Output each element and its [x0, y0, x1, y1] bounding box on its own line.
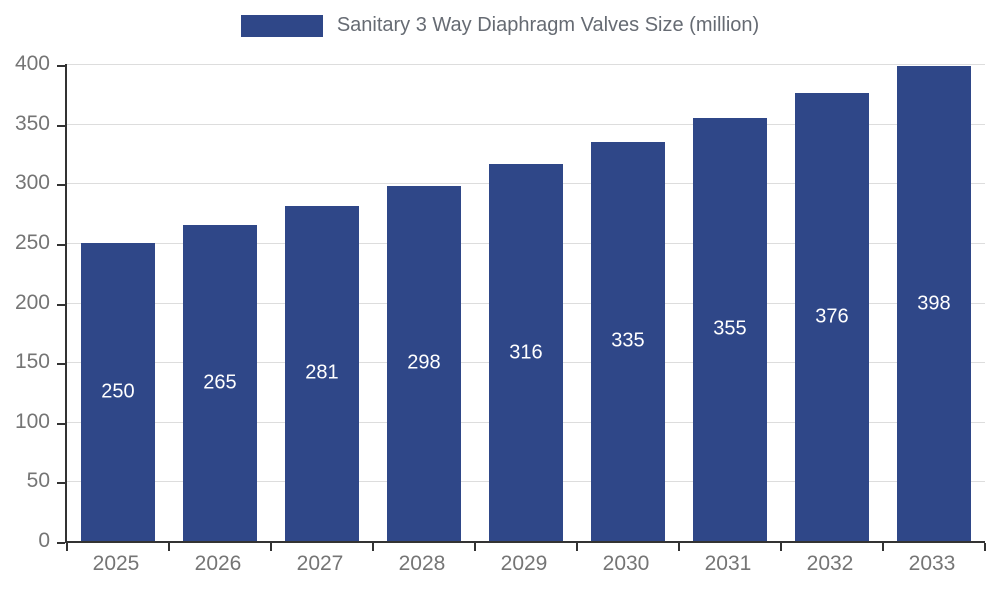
x-tick-mark: [576, 543, 578, 551]
x-tick-label: 2030: [602, 552, 650, 575]
gridline: [67, 123, 985, 125]
y-tick-label: 150: [14, 350, 50, 374]
bar-2029: 316: [489, 164, 563, 541]
bar-2025: 250: [81, 242, 155, 541]
bar-2026: 265: [183, 225, 257, 541]
y-tick-label: 100: [14, 409, 50, 433]
x-tick-label: 2032: [806, 552, 854, 575]
y-tick-label: 300: [14, 171, 50, 195]
y-tick-mark: [57, 303, 65, 306]
bar-value-label: 376: [815, 305, 849, 328]
bar-value-label: 298: [407, 351, 441, 374]
y-tick-label: 250: [14, 230, 50, 254]
bar-2033: 398: [897, 66, 971, 541]
x-tick-mark: [474, 543, 476, 551]
bar-2030: 335: [591, 141, 665, 541]
y-axis: 0 50 100 150 200 250 300 350 400: [0, 52, 50, 552]
bar-2027: 281: [285, 205, 359, 541]
x-tick-label: 2026: [194, 552, 242, 575]
x-tick-mark: [66, 543, 68, 551]
y-tick-mark: [57, 482, 65, 485]
x-tick-mark: [780, 543, 782, 551]
y-tick-label: 50: [26, 469, 50, 493]
x-tick-label: 2025: [92, 552, 140, 575]
bar-value-label: 355: [713, 317, 747, 340]
bar-value-label: 335: [611, 329, 645, 352]
x-axis: 2025 2026 2027 2028 2029 2030 2031 2032 2033: [65, 552, 983, 582]
y-tick-mark: [57, 243, 65, 246]
y-tick-label: 200: [14, 290, 50, 314]
y-tick-label: 0: [38, 529, 50, 552]
x-tick-mark: [371, 543, 374, 551]
y-tick-mark: [57, 124, 65, 127]
bar-value-label: 250: [101, 380, 135, 403]
y-tick-mark: [57, 363, 65, 366]
x-tick-label: 2027: [296, 552, 344, 575]
chart-title: Sanitary 3 Way Diaphragm Valves Size (mi…: [336, 14, 760, 36]
legend-swatch: [240, 14, 323, 37]
x-tick-label: 2033: [908, 552, 956, 575]
x-tick-mark: [882, 543, 884, 551]
x-tick-label: 2031: [704, 552, 752, 575]
y-tick-label: 350: [14, 111, 50, 135]
x-tick-mark: [270, 543, 272, 551]
bar-value-label: 265: [203, 371, 237, 394]
gridline: [67, 64, 985, 65]
x-tick-mark: [984, 543, 986, 551]
x-tick-label: 2029: [500, 552, 548, 575]
y-tick-mark: [57, 542, 65, 544]
bar-value-label: 398: [917, 292, 951, 315]
bar-value-label: 281: [305, 361, 339, 384]
bar-2031: 355: [693, 117, 767, 541]
y-tick-mark: [57, 422, 65, 425]
y-tick-label: 400: [14, 52, 50, 75]
bar-value-label: 316: [509, 341, 543, 364]
bar-2032: 376: [795, 92, 869, 541]
x-tick-mark: [677, 543, 680, 551]
x-tick-label: 2028: [398, 552, 446, 575]
y-tick-mark: [57, 184, 65, 187]
plot-area: 250 265 281 298 316 335 355 376 398: [57, 64, 986, 551]
y-tick-mark: [57, 65, 65, 67]
x-tick-mark: [168, 543, 170, 551]
chart-legend: Sanitary 3 Way Diaphragm Valves Size (mi…: [0, 14, 1000, 37]
bar-2028: 298: [387, 185, 461, 541]
